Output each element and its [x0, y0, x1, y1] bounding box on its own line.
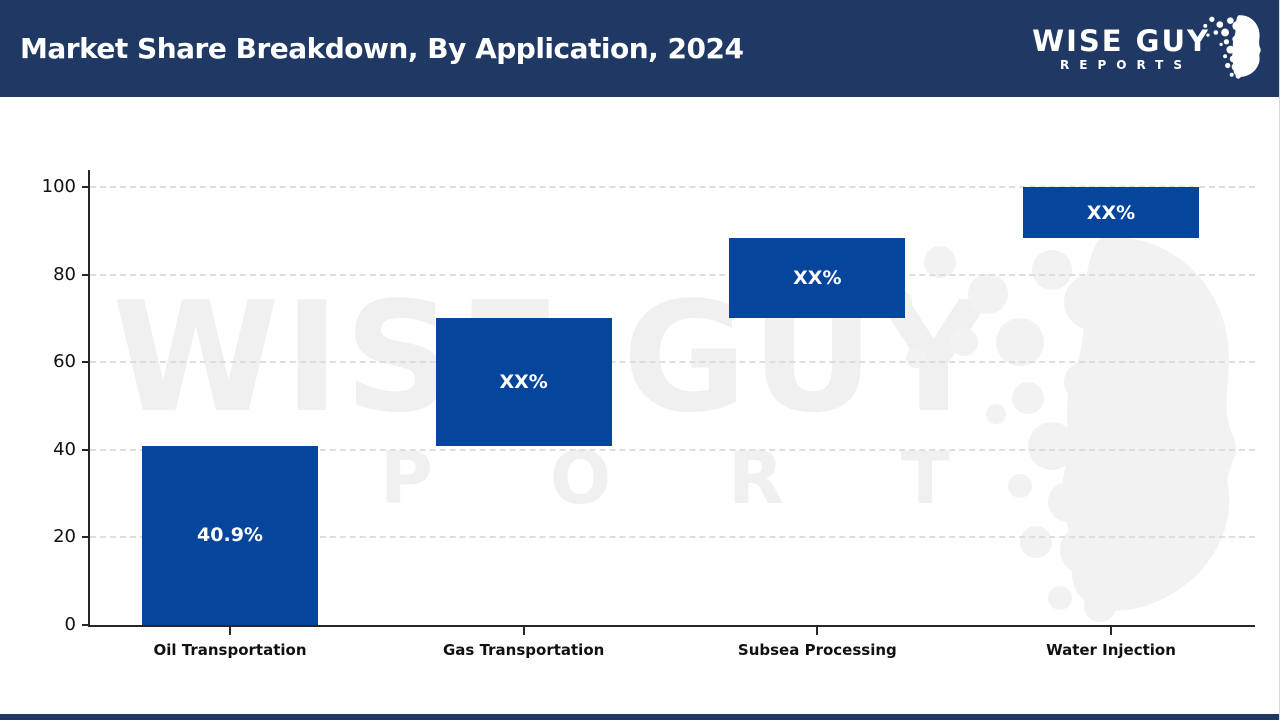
- y-tick-100: [82, 186, 90, 188]
- gridline-40: [90, 448, 1255, 451]
- bar-water-injection: XX%: [1023, 187, 1199, 239]
- x-tick-0: [229, 627, 231, 635]
- y-tick-60: [82, 361, 90, 364]
- waterfall-chart: 0 20 40 60 80 100 40.9% Oil Transportation XX% Ga…: [0, 97, 1279, 714]
- bar-subsea-processing: XX%: [729, 238, 906, 319]
- y-tick-label-100: 100: [41, 176, 76, 197]
- bar-oil-transportation: 40.9%: [142, 445, 318, 625]
- logo-text-primary: WISE GUY: [1032, 23, 1210, 58]
- x-tick-1: [522, 627, 525, 635]
- x-axis-line: [88, 625, 1255, 627]
- x-tick-label-3: Water Injection: [1046, 641, 1176, 659]
- y-tick-label-40: 40: [53, 438, 76, 460]
- x-tick-label-1: Gas Transportation: [442, 641, 605, 659]
- x-tick-label-0: Oil Transportation: [153, 641, 307, 659]
- header: Market Share Breakdown, By Application, …: [0, 0, 1280, 97]
- y-tick-20: [82, 536, 90, 539]
- x-tick-3: [1110, 627, 1112, 635]
- y-tick-label-0: 0: [64, 614, 76, 635]
- gridline-80: [90, 273, 1255, 276]
- bar-value-label: XX%: [793, 267, 842, 290]
- gridline-100: [90, 186, 1255, 188]
- y-axis-line: [88, 170, 90, 627]
- y-tick-0: [82, 624, 90, 626]
- y-tick-80: [82, 273, 90, 276]
- gridline-20: [90, 536, 1255, 539]
- face-profile-dots-icon: [1200, 12, 1266, 86]
- x-tick-label-2: Subsea Processing: [737, 641, 897, 659]
- y-tick-label-20: 20: [53, 526, 76, 548]
- logo-text-secondary: REPORTS: [1060, 57, 1193, 72]
- bar-gas-transportation: XX%: [435, 318, 612, 446]
- page-title: Market Share Breakdown, By Application, …: [20, 32, 744, 65]
- wise-guy-reports-logo: WISE GUY REPORTS: [1032, 12, 1280, 86]
- gridline-60: [90, 361, 1255, 364]
- y-tick-label-80: 80: [53, 263, 76, 285]
- x-tick-2: [816, 627, 819, 635]
- bar-value-label: XX%: [1086, 201, 1136, 224]
- logo-text: WISE GUY REPORTS: [1032, 23, 1210, 72]
- y-tick-40: [82, 448, 90, 451]
- bottom-accent-band: [0, 714, 1279, 720]
- bar-value-label: 40.9%: [197, 524, 263, 547]
- y-tick-label-60: 60: [53, 351, 76, 373]
- bar-value-label: XX%: [499, 371, 548, 394]
